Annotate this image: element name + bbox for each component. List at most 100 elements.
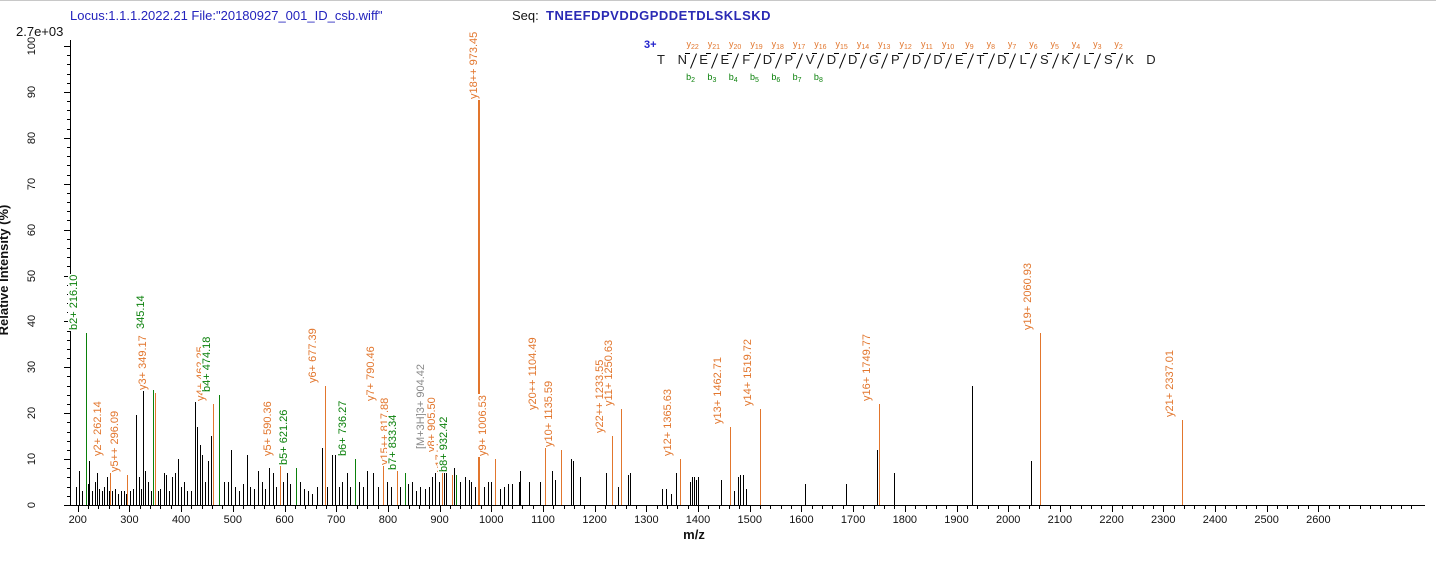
x-tick-label: 2500 xyxy=(1254,514,1279,526)
y-ion-peak xyxy=(397,468,398,505)
cleavage-mark-top-bar xyxy=(769,53,775,54)
x-tick xyxy=(1225,506,1226,509)
peak xyxy=(211,436,212,505)
x-tick-label: 2400 xyxy=(1202,514,1228,526)
peptide-sequence-text: TNEEFDPVDDGPDDETDLSKLSKD xyxy=(546,8,772,23)
peak xyxy=(571,459,572,505)
y-ion-annotation-label: y13 xyxy=(878,39,891,51)
x-tick xyxy=(781,506,782,509)
x-tick xyxy=(1194,506,1195,509)
cleavage-mark-top-bar xyxy=(961,53,967,54)
x-tick xyxy=(336,506,337,512)
x-tick xyxy=(605,506,606,509)
peak xyxy=(235,487,236,505)
x-tick xyxy=(191,506,192,509)
peak xyxy=(628,475,629,505)
x-tick xyxy=(812,506,813,509)
y-ion-label: y21+ 2337.01 xyxy=(1164,349,1177,419)
cleavage-mark-top-bar xyxy=(812,53,818,54)
peak xyxy=(200,445,201,505)
y-ion-peak xyxy=(760,409,761,505)
peak xyxy=(540,482,541,505)
x-tick-label: 1600 xyxy=(789,514,814,526)
y-ion-peak xyxy=(478,46,480,505)
peak xyxy=(469,480,470,505)
peak xyxy=(115,489,116,505)
cleavage-mark-top-bar xyxy=(1004,53,1010,54)
peak xyxy=(276,487,277,505)
peak xyxy=(519,482,520,505)
peak xyxy=(95,482,96,505)
x-tick-label: 1000 xyxy=(479,514,504,526)
y-ion-peak xyxy=(495,459,496,505)
peak xyxy=(269,468,270,505)
x-tick xyxy=(770,506,771,509)
x-tick-label: 1500 xyxy=(737,514,762,526)
y-tick xyxy=(64,459,70,460)
peak xyxy=(335,455,336,505)
b-ion-annotation-label: b7 xyxy=(792,72,802,84)
x-tick-label: 1300 xyxy=(634,514,659,526)
x-tick xyxy=(1267,506,1268,512)
peak xyxy=(435,473,436,505)
x-tick xyxy=(285,506,286,512)
y-tick xyxy=(67,248,70,249)
peak xyxy=(972,386,973,505)
x-tick xyxy=(657,506,658,509)
cleavage-mark-top-bar xyxy=(684,53,690,54)
y-ion-peak xyxy=(280,459,281,505)
y-tick xyxy=(67,468,70,469)
x-tick xyxy=(1081,506,1082,509)
b-ion-peak xyxy=(456,475,457,505)
y-ion-peak xyxy=(127,475,128,505)
x-tick-label: 400 xyxy=(171,514,191,526)
peak xyxy=(143,381,144,505)
x-tick xyxy=(1339,506,1340,509)
peak xyxy=(76,487,77,505)
y-ion-label: y16+ 1749.77 xyxy=(860,333,873,403)
y-ion-peak xyxy=(325,386,326,505)
peak xyxy=(169,491,170,505)
y-ion-annotation-label: y3 xyxy=(1093,39,1102,51)
b-ion-label: b5+ 621.26 xyxy=(277,408,290,467)
y-tick xyxy=(67,211,70,212)
peak xyxy=(139,477,140,505)
y-tick xyxy=(64,230,70,231)
x-tick-label: 1900 xyxy=(944,514,969,526)
y-ion-annotation-label: y9 xyxy=(965,39,974,51)
y-tick xyxy=(67,266,70,267)
x-tick xyxy=(905,506,906,512)
x-tick-label: 2300 xyxy=(1151,514,1176,526)
x-tick xyxy=(957,506,958,512)
y-ion-annotation-label: y10 xyxy=(942,39,955,51)
y-ion-annotation-label: y5 xyxy=(1050,39,1059,51)
x-tick xyxy=(1091,506,1092,509)
y-tick xyxy=(67,358,70,359)
y-tick-label: 40 xyxy=(26,315,38,328)
x-tick xyxy=(1308,506,1309,509)
peak xyxy=(400,487,401,505)
peak xyxy=(552,471,553,505)
y-tick-label: 60 xyxy=(26,223,38,236)
x-tick xyxy=(1298,506,1299,509)
y-ion-peak xyxy=(730,427,731,505)
x-tick xyxy=(967,506,968,509)
y-ion-peak xyxy=(110,459,111,505)
peak xyxy=(439,482,440,505)
cleavage-mark-top-bar xyxy=(705,53,711,54)
peak xyxy=(258,471,259,505)
x-tick xyxy=(212,506,213,509)
y-tick xyxy=(67,432,70,433)
peak xyxy=(243,484,244,505)
x-tick xyxy=(1360,506,1361,509)
peak xyxy=(118,494,119,505)
residue-letter: D xyxy=(1146,52,1156,67)
x-tick xyxy=(378,506,379,509)
y-tick xyxy=(67,110,70,111)
residue-letter: N xyxy=(677,52,687,67)
peak xyxy=(178,459,179,505)
peak xyxy=(350,487,351,505)
peak xyxy=(391,487,392,505)
x-tick xyxy=(677,506,678,509)
